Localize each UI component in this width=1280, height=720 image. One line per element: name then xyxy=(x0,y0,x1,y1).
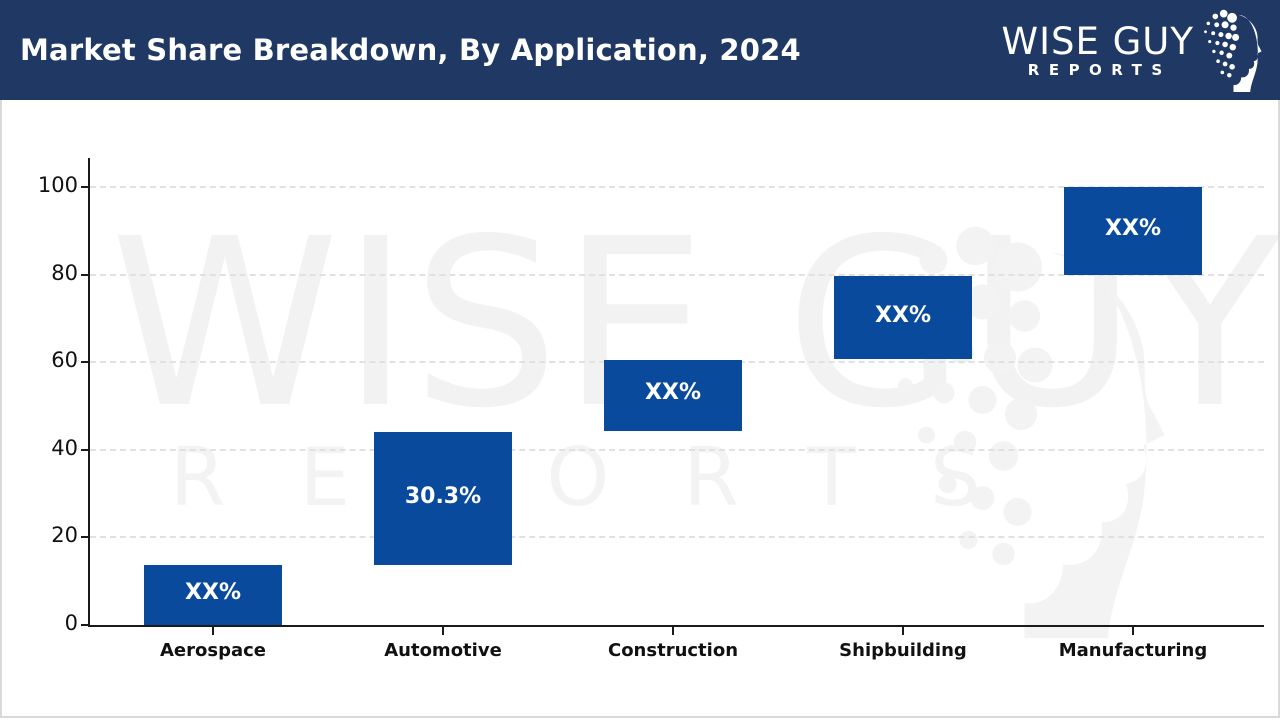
bar-value-label-aerospace: XX% xyxy=(185,579,241,605)
header-bar: Market Share Breakdown, By Application, … xyxy=(0,0,1280,100)
y-tick-label-100: 100 xyxy=(37,173,78,197)
category-label-aerospace: Aerospace xyxy=(159,640,266,661)
y-tick-60 xyxy=(81,361,90,364)
head-profile-dots-icon xyxy=(1204,9,1262,92)
bar-value-label-shipbuilding: XX% xyxy=(875,302,931,328)
bar-value-label-manufacturing: XX% xyxy=(1105,216,1161,242)
y-tick-label-60: 60 xyxy=(51,348,78,373)
gridline-80 xyxy=(90,273,1264,276)
wise-guy-reports-logo: WISE GUY REPORTS xyxy=(1002,8,1280,92)
y-tick-label-80: 80 xyxy=(51,260,78,285)
logo-subtitle: REPORTS xyxy=(1027,60,1172,79)
y-axis-line xyxy=(88,158,90,627)
x-tick-shipbuilding xyxy=(902,627,904,635)
bar-construction xyxy=(604,360,742,431)
chart-canvas: WISE GUY REPORTS 0 20 40 60 80 100 XX% Aerospac… xyxy=(0,100,1280,718)
gridline-100 xyxy=(90,186,1264,188)
bar-aerospace xyxy=(144,564,282,625)
y-tick-0 xyxy=(81,624,90,626)
category-label-shipbuilding: Shipbuilding xyxy=(839,640,967,661)
page-title: Market Share Breakdown, By Application, … xyxy=(20,33,801,67)
watermark-subtitle: REPORTS xyxy=(170,431,1055,524)
category-label-construction: Construction xyxy=(607,640,739,661)
y-tick-40 xyxy=(81,448,90,451)
y-tick-label-20: 20 xyxy=(51,523,78,548)
x-tick-automotive xyxy=(442,627,444,635)
x-tick-manufacturing xyxy=(1132,627,1134,635)
gridline-20 xyxy=(90,536,1264,539)
gridline-40 xyxy=(90,448,1264,451)
bar-manufacturing xyxy=(1064,187,1202,276)
category-label-manufacturing: Manufacturing xyxy=(1058,640,1208,661)
bar-value-label-automotive: 30.3% xyxy=(404,483,482,509)
x-axis-line xyxy=(88,625,1264,627)
watermark-head-profile-dots-icon xyxy=(877,226,1165,638)
y-tick-20 xyxy=(81,536,90,539)
bar-shipbuilding xyxy=(834,275,972,360)
y-tick-label-0: 0 xyxy=(64,611,78,635)
bar-automotive xyxy=(374,432,512,565)
logo-text: WISE GUY REPORTS xyxy=(1002,23,1194,78)
x-tick-construction xyxy=(672,627,674,635)
y-tick-80 xyxy=(81,273,90,276)
x-tick-aerospace xyxy=(212,627,214,635)
category-label-automotive: Automotive xyxy=(384,640,502,661)
y-tick-100 xyxy=(81,186,90,188)
bar-value-label-construction: XX% xyxy=(645,380,701,406)
logo-wordmark: WISE GUY xyxy=(1001,19,1194,63)
y-tick-label-40: 40 xyxy=(51,435,78,460)
